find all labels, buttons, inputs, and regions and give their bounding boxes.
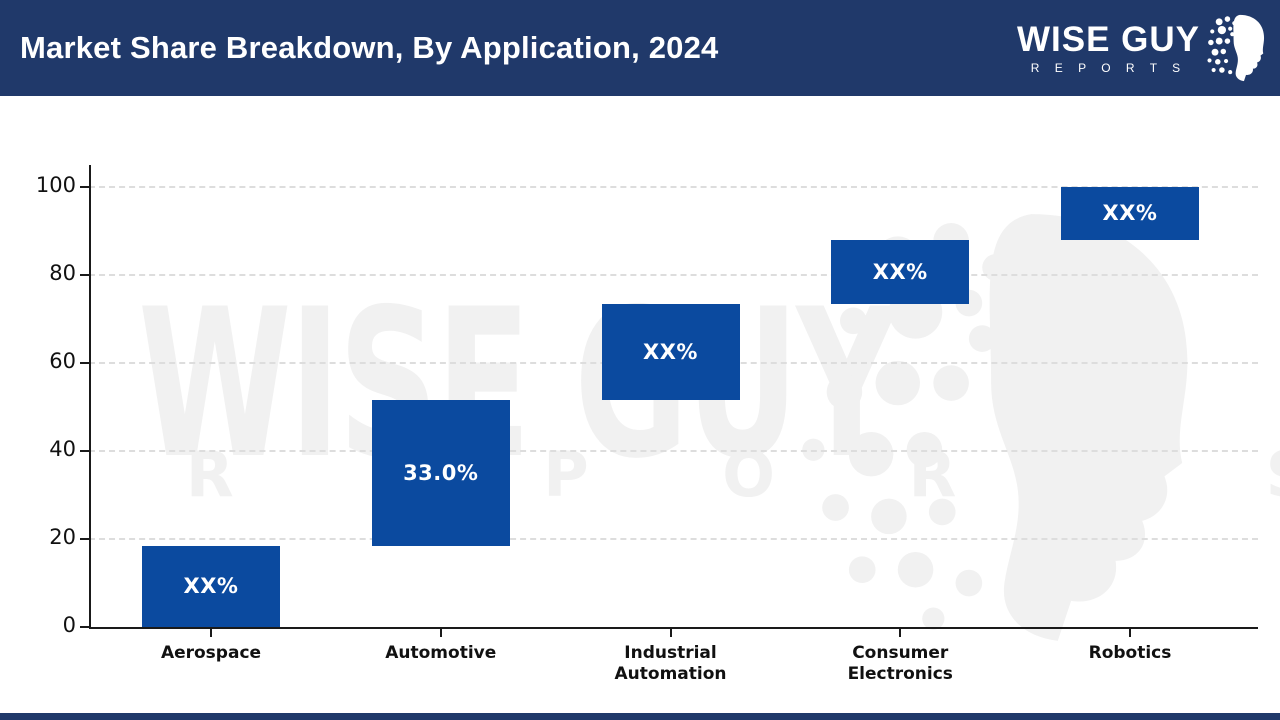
logo-wordmark-block: WISE GUY R E P O R T S	[1017, 22, 1200, 75]
bar-value-label: XX%	[1102, 201, 1158, 226]
bar-value-label: XX%	[183, 574, 239, 599]
bar-value-label: 33.0%	[403, 460, 479, 485]
gridline	[89, 186, 1258, 188]
x-axis-category-label: Automotive	[385, 643, 497, 663]
y-tick-mark	[80, 538, 89, 540]
y-tick-label: 60	[49, 349, 76, 373]
plot-area: 0 20 40 60 80 100 XX% Aerospace 33.0% Automotive X…	[0, 96, 1280, 713]
x-axis-category-label: Consumer Electronics	[847, 643, 953, 685]
bar-value-label: XX%	[872, 259, 928, 284]
y-tick-mark	[80, 362, 89, 364]
y-tick-mark	[80, 274, 89, 276]
y-tick-mark	[80, 450, 89, 452]
wise-guy-logo: WISE GUY R E P O R T S	[1017, 6, 1266, 90]
header-bar: Market Share Breakdown, By Application, …	[0, 0, 1280, 96]
y-tick-label: 100	[35, 173, 76, 197]
x-tick-mark	[210, 629, 212, 637]
logo-wordmark: WISE GUY	[1016, 19, 1200, 59]
x-axis-category-label: Robotics	[1088, 643, 1172, 663]
x-tick-mark	[669, 629, 672, 637]
gridline	[89, 450, 1258, 452]
bar-consumer: XX%	[831, 239, 970, 304]
bar-aerospace: XX%	[142, 545, 280, 627]
x-tick-mark	[899, 629, 902, 637]
y-tick-mark	[80, 626, 89, 628]
bar-robotics: XX%	[1061, 187, 1199, 240]
watermark-wordmark: WISE GUY	[138, 266, 897, 504]
logo-face-icon	[1207, 14, 1265, 82]
x-axis-category-label: Aerospace	[160, 643, 262, 663]
y-tick-label: 40	[49, 437, 76, 461]
x-tick-mark	[439, 629, 442, 637]
x-tick-mark	[1129, 629, 1131, 637]
logo-subtext: R E P O R T S	[1030, 60, 1187, 75]
footer-bar	[0, 713, 1280, 720]
gridline	[89, 538, 1258, 540]
y-axis-line	[89, 165, 91, 629]
y-tick-mark	[80, 186, 89, 188]
x-axis-line	[89, 627, 1258, 629]
bar-industrial: XX%	[601, 303, 740, 401]
y-tick-label: 80	[49, 261, 76, 285]
y-tick-label: 20	[49, 525, 76, 549]
x-axis-category-label: Industrial Automation	[614, 643, 727, 685]
bar-value-label: XX%	[643, 339, 698, 364]
page-title: Market Share Breakdown, By Application, …	[20, 30, 719, 65]
y-tick-label: 0	[62, 613, 76, 637]
bar-automotive: 33.0%	[371, 400, 510, 546]
gridline	[89, 274, 1258, 276]
